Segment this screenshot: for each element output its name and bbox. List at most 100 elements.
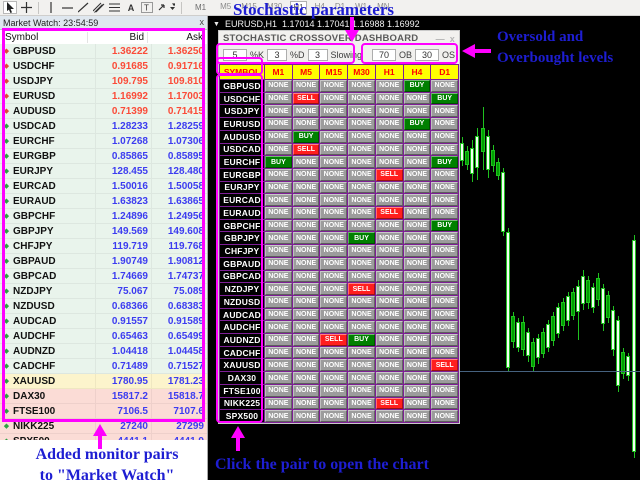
pair-button[interactable]: EURCAD [220, 194, 264, 207]
signal-cell[interactable]: BUY [431, 219, 459, 232]
signal-cell[interactable]: NONE [375, 130, 403, 143]
signal-cell[interactable]: NONE [320, 80, 348, 92]
signal-cell[interactable]: NONE [403, 130, 431, 143]
signal-cell[interactable]: NONE [375, 118, 403, 130]
pair-button[interactable]: USDCHF [220, 92, 264, 105]
market-watch-row[interactable]: ◆ AUDCAD 0.91557 0.91589 [0, 314, 207, 329]
signal-cell[interactable]: SELL [375, 168, 403, 181]
pair-button[interactable]: NZDUSD [220, 295, 264, 308]
market-watch-row[interactable]: ◆ NZDUSD 0.68366 0.68383 [0, 299, 207, 314]
signal-cell[interactable]: NONE [375, 372, 403, 384]
signal-cell[interactable]: NONE [265, 321, 292, 334]
signal-cell[interactable]: NONE [375, 257, 403, 270]
signal-cell[interactable]: NONE [265, 181, 292, 194]
close-icon[interactable]: x [199, 17, 205, 27]
timeframe-m1-button[interactable]: M1 [195, 3, 207, 12]
fibonacci-icon[interactable] [108, 1, 122, 14]
signal-cell[interactable]: NONE [292, 105, 320, 118]
market-watch-row[interactable]: ◆ EURJPY 128.455 128.480 [0, 164, 207, 179]
signal-cell[interactable]: NONE [320, 156, 348, 168]
signal-cell[interactable]: BUY [431, 156, 459, 168]
signal-cell[interactable]: NONE [320, 308, 348, 321]
k-period-input[interactable]: 5 [223, 49, 247, 61]
signal-cell[interactable]: NONE [320, 207, 348, 219]
text-icon[interactable]: A [127, 2, 135, 13]
signal-cell[interactable]: NONE [403, 334, 431, 346]
signal-cell[interactable]: NONE [403, 410, 431, 422]
signal-cell[interactable]: NONE [320, 130, 348, 143]
signal-cell[interactable]: NONE [431, 295, 459, 308]
signal-cell[interactable]: SELL [348, 283, 375, 295]
signal-cell[interactable]: NONE [403, 321, 431, 334]
signal-cell[interactable]: NONE [375, 308, 403, 321]
signal-cell[interactable]: NONE [292, 156, 320, 168]
signal-cell[interactable]: NONE [265, 270, 292, 283]
signal-cell[interactable]: NONE [292, 359, 320, 372]
signal-cell[interactable]: NONE [265, 80, 292, 92]
signal-cell[interactable]: NONE [292, 397, 320, 410]
signal-cell[interactable]: NONE [292, 257, 320, 270]
market-watch-row[interactable]: ◆ NIKK225 27240 27299 [0, 419, 207, 434]
signal-cell[interactable]: NONE [403, 384, 431, 397]
signal-cell[interactable]: NONE [348, 181, 375, 194]
signal-cell[interactable]: NONE [431, 397, 459, 410]
overbought-input[interactable]: 70 [371, 49, 396, 61]
signal-cell[interactable]: NONE [320, 92, 348, 105]
pair-button[interactable]: NIKK225 [220, 397, 264, 410]
signal-cell[interactable]: NONE [375, 156, 403, 168]
signal-cell[interactable]: NONE [320, 359, 348, 372]
pair-button[interactable]: GBPAUD [220, 257, 264, 270]
timeframe-mn-button[interactable]: MN [377, 2, 390, 11]
signal-cell[interactable]: NONE [403, 143, 431, 156]
signal-cell[interactable]: SELL [431, 359, 459, 372]
signal-cell[interactable]: NONE [292, 321, 320, 334]
pair-button[interactable]: GBPCHF [220, 219, 264, 232]
signal-cell[interactable]: NONE [265, 143, 292, 156]
signal-cell[interactable]: NONE [292, 245, 320, 257]
signal-cell[interactable]: NONE [431, 410, 459, 422]
signal-cell[interactable]: NONE [265, 359, 292, 372]
signal-cell[interactable]: NONE [403, 168, 431, 181]
column-header-h1[interactable]: H1 [375, 65, 403, 79]
signal-cell[interactable]: NONE [265, 295, 292, 308]
signal-cell[interactable]: NONE [320, 283, 348, 295]
signal-cell[interactable]: NONE [431, 194, 459, 207]
signal-cell[interactable]: NONE [292, 410, 320, 422]
signal-cell[interactable]: NONE [348, 410, 375, 422]
signal-cell[interactable]: NONE [320, 105, 348, 118]
signal-cell[interactable]: NONE [265, 257, 292, 270]
market-watch-row[interactable]: ◆ NZDJPY 75.067 75.089 [0, 284, 207, 299]
signal-cell[interactable]: NONE [375, 219, 403, 232]
market-watch-row[interactable]: ◆ EURAUD 1.63823 1.63865 [0, 194, 207, 209]
signal-cell[interactable]: NONE [431, 118, 459, 130]
pair-button[interactable]: EURJPY [220, 181, 264, 194]
signal-cell[interactable]: NONE [431, 257, 459, 270]
signal-cell[interactable]: NONE [265, 207, 292, 219]
market-watch-row[interactable]: ◆ GBPUSD 1.36222 1.36250 [0, 44, 207, 59]
signal-cell[interactable]: NONE [375, 321, 403, 334]
pair-button[interactable]: AUDCHF [220, 321, 264, 334]
signal-cell[interactable]: NONE [320, 245, 348, 257]
signal-cell[interactable]: NONE [403, 283, 431, 295]
signal-cell[interactable]: BUY [348, 334, 375, 346]
signal-cell[interactable]: NONE [375, 181, 403, 194]
signal-cell[interactable]: NONE [375, 105, 403, 118]
pair-button[interactable]: EURGBP [220, 168, 264, 181]
d-period-input[interactable]: 3 [267, 49, 288, 61]
minimize-icon[interactable]: — [435, 33, 445, 44]
signal-cell[interactable]: NONE [348, 257, 375, 270]
chevron-down-icon[interactable]: ▼ [213, 20, 220, 28]
signal-cell[interactable]: NONE [431, 321, 459, 334]
signal-cell[interactable]: NONE [375, 92, 403, 105]
timeframe-m5-button[interactable]: M5 [220, 2, 232, 11]
signal-cell[interactable]: SELL [292, 143, 320, 156]
signal-cell[interactable]: NONE [375, 80, 403, 92]
market-watch-row[interactable]: ◆ XAUUSD 1780.95 1781.23 [0, 374, 207, 389]
signal-cell[interactable]: NONE [348, 372, 375, 384]
signal-cell[interactable]: NONE [348, 219, 375, 232]
signal-cell[interactable]: NONE [348, 156, 375, 168]
pair-button[interactable]: NZDJPY [220, 283, 264, 295]
signal-cell[interactable]: NONE [348, 359, 375, 372]
signal-cell[interactable]: SELL [320, 334, 348, 346]
timeframe-d1-button[interactable]: D1 [334, 2, 346, 11]
